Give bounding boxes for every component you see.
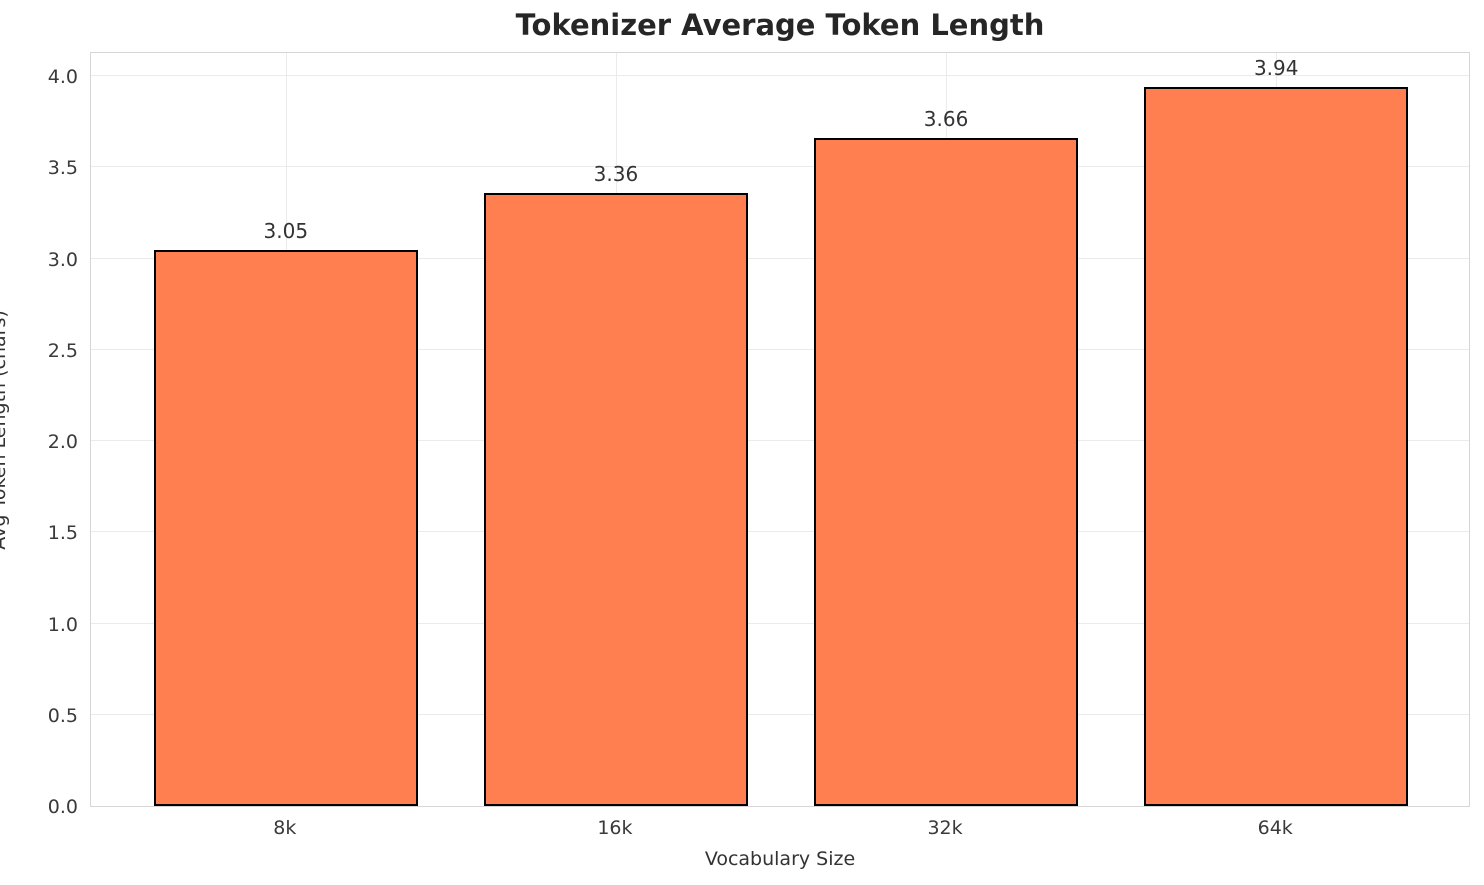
gridline-horizontal: [91, 622, 1469, 624]
y-tick-label: 3.0: [47, 248, 78, 271]
bar-8k: [153, 249, 418, 806]
x-tick-label: 8k: [273, 817, 297, 839]
plot-area: 3.05 3.36 3.66 3.94: [90, 52, 1470, 807]
bar-value-label: 3.94: [1253, 56, 1299, 81]
gridline-horizontal: [91, 531, 1469, 533]
bar-value-label: 3.36: [593, 161, 639, 186]
x-tick-label: 32k: [927, 817, 963, 839]
chart-title: Tokenizer Average Token Length: [515, 8, 1045, 42]
bar-16k: [483, 192, 748, 806]
y-tick-label: 0.5: [47, 704, 78, 727]
y-tick-label: 2.5: [47, 339, 78, 362]
gridline-horizontal: [91, 257, 1469, 259]
x-tick-label: 64k: [1257, 817, 1293, 839]
bar-value-label: 3.05: [263, 218, 309, 243]
gridline-horizontal: [91, 166, 1469, 168]
gridline-horizontal: [91, 713, 1469, 715]
y-tick-label: 3.5: [47, 157, 78, 180]
y-tick-label: 1.0: [47, 613, 78, 636]
gridline-horizontal: [91, 440, 1469, 442]
y-tick-label: 0.0: [47, 796, 78, 818]
x-tick-label: 16k: [597, 817, 633, 839]
y-tick-label: 1.5: [47, 522, 78, 545]
y-tick-label: 4.0: [47, 66, 78, 89]
bar-64k: [1144, 87, 1409, 806]
x-axis-label: Vocabulary Size: [704, 848, 856, 870]
y-tick-label: 2.0: [47, 431, 78, 454]
gridline-horizontal: [91, 348, 1469, 350]
bar-value-label: 3.66: [923, 107, 969, 132]
bar-32k: [814, 138, 1079, 806]
gridline-horizontal: [91, 75, 1469, 77]
